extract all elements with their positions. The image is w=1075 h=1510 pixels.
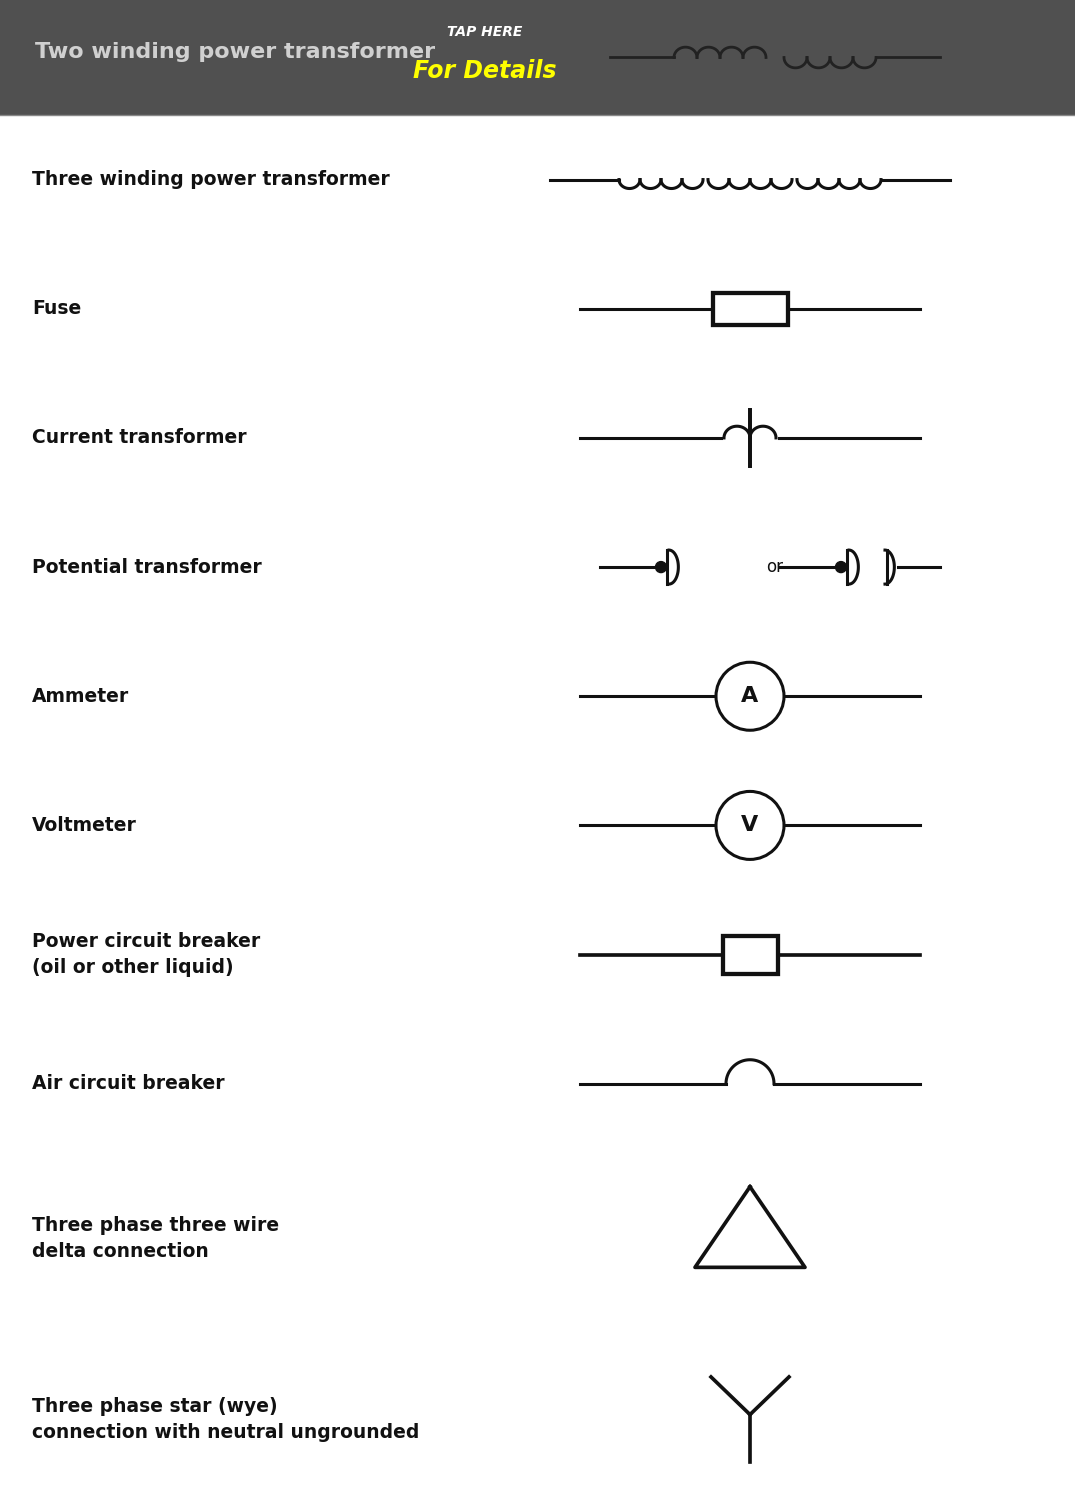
Text: Three phase star (wye)
connection with neutral ungrounded: Three phase star (wye) connection with n… bbox=[32, 1397, 419, 1442]
Text: or: or bbox=[766, 559, 784, 577]
Text: Fuse: Fuse bbox=[32, 299, 82, 319]
Text: For Details: For Details bbox=[413, 59, 557, 83]
Text: Power circuit breaker
(oil or other liquid): Power circuit breaker (oil or other liqu… bbox=[32, 932, 260, 977]
Bar bbox=[713, 293, 788, 325]
Circle shape bbox=[835, 562, 846, 572]
Text: Potential transformer: Potential transformer bbox=[32, 557, 261, 577]
Text: TAP HERE: TAP HERE bbox=[447, 26, 522, 39]
Text: Two winding power transformer: Two winding power transformer bbox=[35, 42, 435, 62]
Text: Ammeter: Ammeter bbox=[32, 687, 129, 705]
Text: V: V bbox=[742, 815, 759, 835]
Bar bbox=[0, 0, 1075, 115]
Text: A: A bbox=[742, 686, 759, 707]
Text: Three winding power transformer: Three winding power transformer bbox=[32, 171, 390, 189]
Text: Current transformer: Current transformer bbox=[32, 429, 246, 447]
Circle shape bbox=[656, 562, 666, 572]
Text: Three phase three wire
delta connection: Three phase three wire delta connection bbox=[32, 1216, 280, 1261]
Text: Air circuit breaker: Air circuit breaker bbox=[32, 1074, 225, 1093]
Text: Voltmeter: Voltmeter bbox=[32, 815, 137, 835]
Circle shape bbox=[716, 663, 784, 731]
Bar bbox=[722, 936, 777, 974]
Circle shape bbox=[716, 791, 784, 859]
